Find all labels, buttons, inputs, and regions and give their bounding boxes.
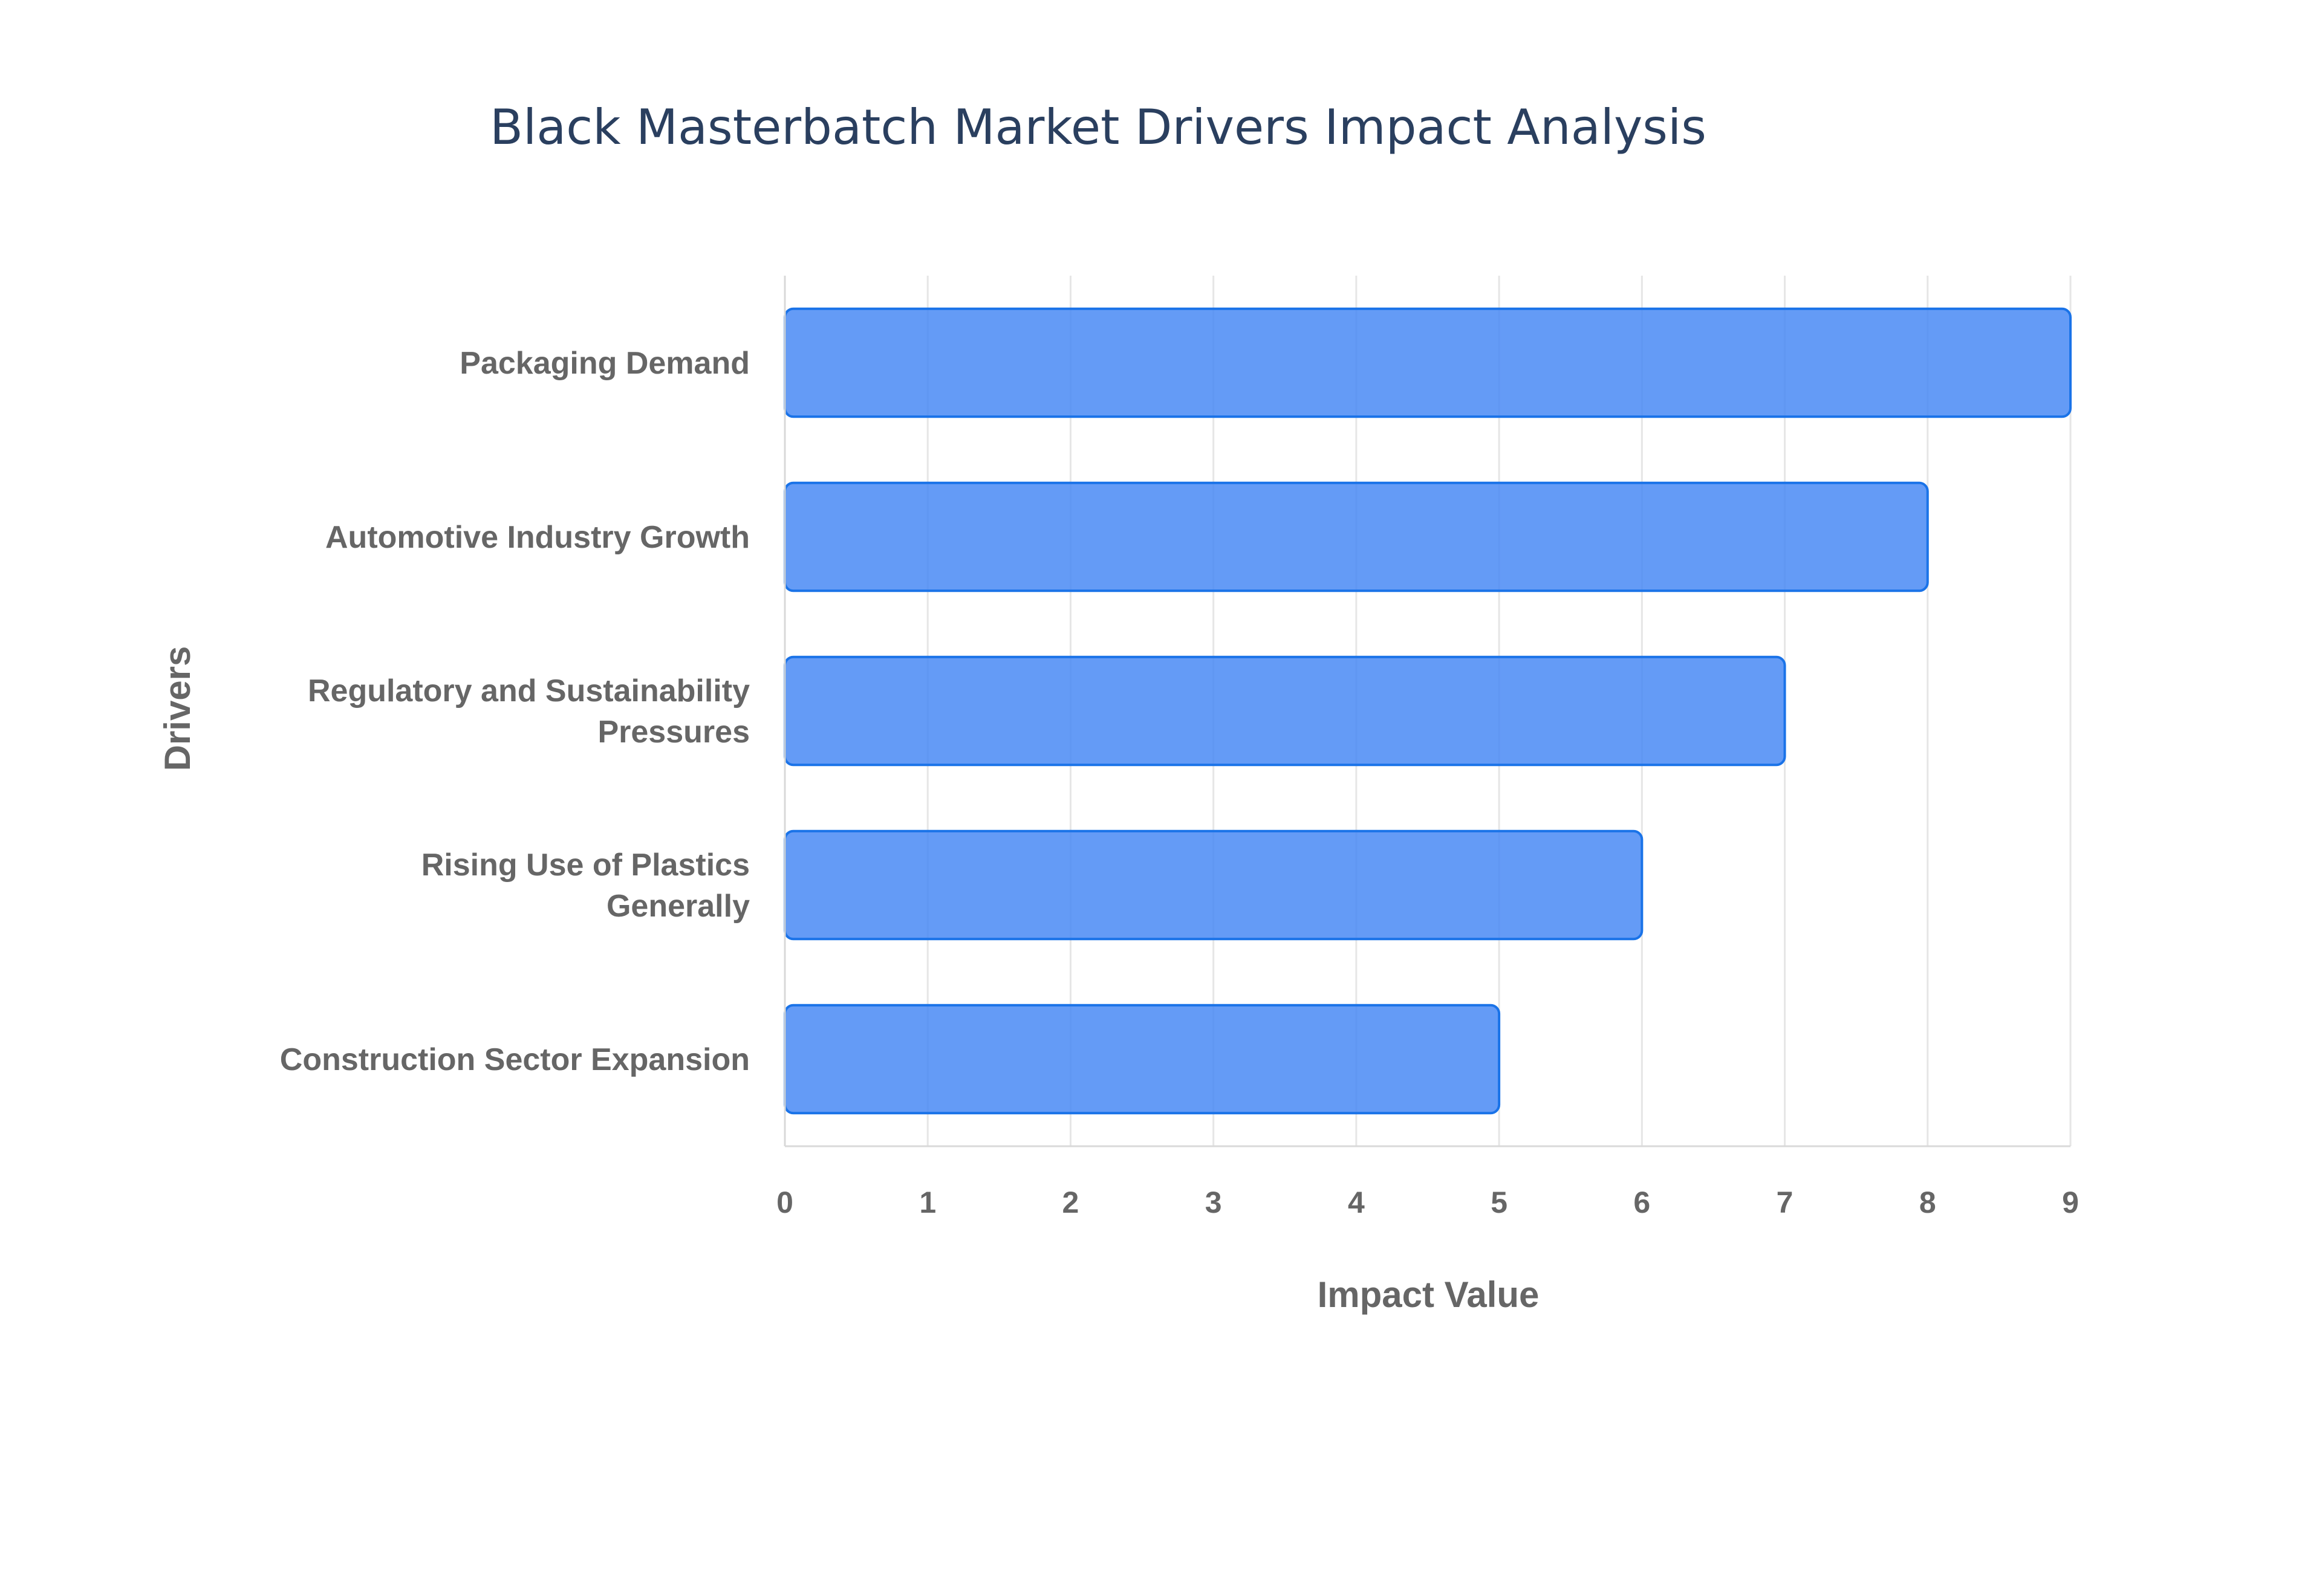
- bar: [784, 655, 1786, 767]
- category-label: Pressures: [597, 715, 750, 750]
- x-tick-label: 4: [1348, 1186, 1365, 1219]
- category-label: Automotive Industry Growth: [325, 520, 750, 555]
- chart-title: Black Masterbatch Market Drivers Impact …: [490, 99, 1706, 155]
- x-tick-label: 8: [1919, 1186, 1936, 1219]
- x-tick-label: 5: [1491, 1186, 1507, 1219]
- axes: [784, 276, 2070, 1147]
- y-axis-title: Drivers: [157, 646, 198, 771]
- bar: [784, 481, 1929, 592]
- x-tick-label: 3: [1205, 1186, 1222, 1219]
- bar: [784, 829, 1644, 941]
- x-tick-label: 1: [919, 1186, 936, 1219]
- x-tick-label: 2: [1062, 1186, 1079, 1219]
- category-label: Regulatory and Sustainability: [308, 673, 750, 709]
- bar: [784, 307, 2072, 418]
- category-label: Rising Use of Plastics: [421, 848, 750, 883]
- x-tick-label: 9: [2062, 1186, 2079, 1219]
- category-label: Packaging Demand: [460, 346, 750, 381]
- x-tick-labels: 0 1 2 3 4 5 6 7 8 9: [776, 1186, 2079, 1219]
- bar: [784, 1004, 1501, 1115]
- x-tick-label: 7: [1777, 1186, 1794, 1219]
- category-label: Generally: [607, 889, 750, 924]
- x-axis-title: Impact Value: [1318, 1274, 1540, 1315]
- category-labels: Packaging Demand Automotive Industry Grow…: [280, 346, 750, 1077]
- x-tick-label: 6: [1633, 1186, 1650, 1219]
- bars: [784, 307, 2072, 1115]
- x-tick-label: 0: [776, 1186, 793, 1219]
- category-label: Construction Sector Expansion: [280, 1042, 750, 1077]
